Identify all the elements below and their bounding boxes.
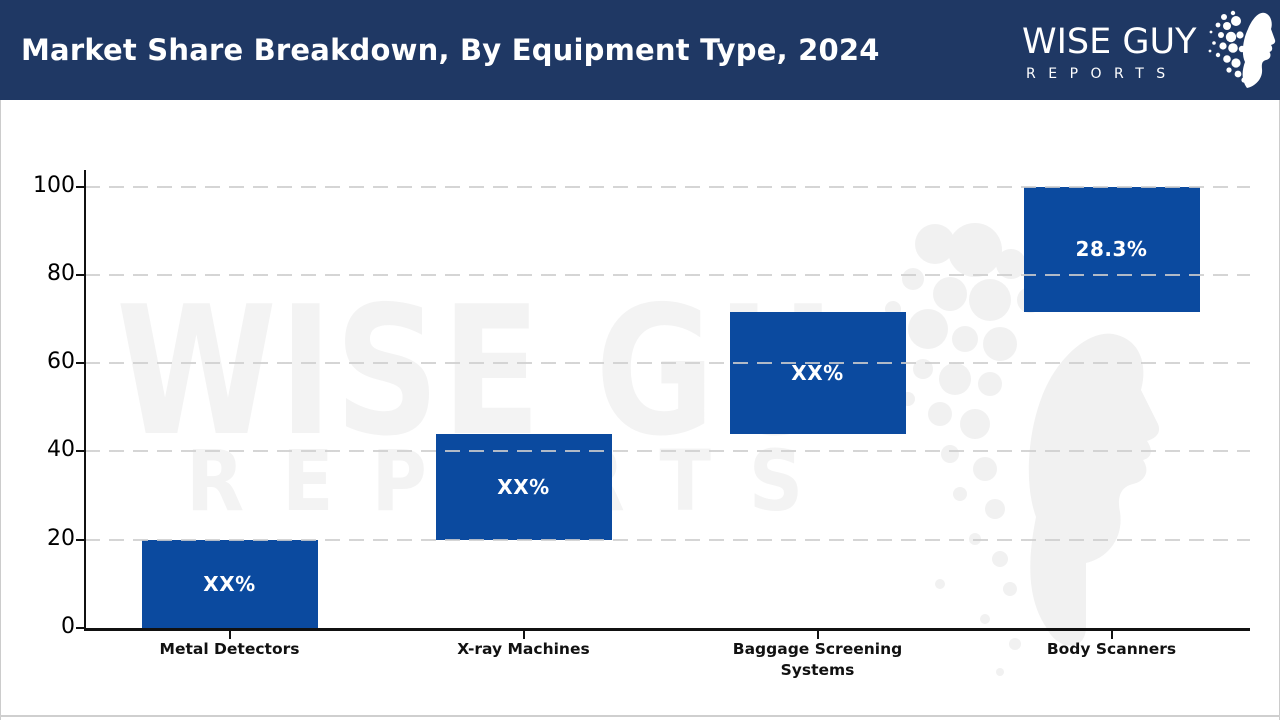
y-axis-tick-label: 100 — [33, 172, 75, 198]
gridline — [85, 273, 1250, 276]
bar-value-label: XX% — [497, 474, 550, 499]
y-axis-tick-label: 80 — [47, 260, 75, 286]
x-axis-tick — [1110, 630, 1113, 639]
x-axis-category-line: Systems — [780, 661, 855, 679]
logo-subtext: REPORTS — [1026, 66, 1178, 82]
y-axis-tick-label: 60 — [47, 349, 75, 375]
x-axis-category-label: Baggage Screening Systems — [671, 639, 965, 681]
watermark-dotted-head-icon — [882, 223, 1160, 676]
bar-value-label: XX% — [791, 361, 844, 386]
y-axis-tick — [76, 627, 84, 629]
y-axis-tick — [76, 450, 84, 453]
x-axis-tick — [522, 630, 525, 639]
gridline — [85, 450, 1250, 453]
y-axis-tick-label: 40 — [47, 437, 75, 463]
x-axis-line — [84, 628, 1250, 631]
bar-segment: 28.3% — [1023, 186, 1200, 313]
y-axis-line — [84, 170, 86, 630]
wiseguy-logo: WISE GUY REPORTS — [1022, 6, 1276, 96]
x-axis-tick — [228, 630, 231, 639]
x-axis-category-label: Body Scanners — [965, 639, 1259, 660]
y-axis-tick-label: 20 — [47, 525, 75, 551]
y-axis-tick — [76, 538, 84, 541]
gridline — [85, 362, 1250, 365]
bar-segment: XX% — [729, 312, 906, 434]
page-title: Market Share Breakdown, By Equipment Typ… — [21, 33, 880, 67]
x-axis-category-line: Body Scanners — [1046, 640, 1177, 658]
bar-value-label: 28.3% — [1075, 237, 1148, 262]
x-axis-category-line: Metal Detectors — [159, 640, 300, 658]
bottom-border — [0, 715, 1280, 717]
bar-value-label: XX% — [203, 571, 256, 596]
y-axis-tick-label: 0 — [61, 614, 75, 639]
left-border — [0, 100, 1, 720]
y-axis-tick — [76, 185, 84, 188]
gridline — [85, 185, 1250, 188]
bar-segment: XX% — [141, 539, 318, 628]
x-axis-category-label: Metal Detectors — [83, 639, 377, 660]
x-axis-category-line: Baggage Screening — [732, 640, 903, 658]
x-axis-category-line: X-ray Machines — [457, 640, 590, 658]
header-band: Market Share Breakdown, By Equipment Typ… — [0, 0, 1280, 100]
y-axis-tick — [76, 273, 84, 276]
y-axis-tick — [76, 362, 84, 365]
x-axis-tick — [816, 630, 819, 639]
logo-wordmark: WISE GUY — [1022, 22, 1197, 62]
x-axis-category-label: X-ray Machines — [377, 639, 671, 660]
gridline — [85, 538, 1250, 541]
logo-dotted-head-icon — [1208, 10, 1276, 89]
